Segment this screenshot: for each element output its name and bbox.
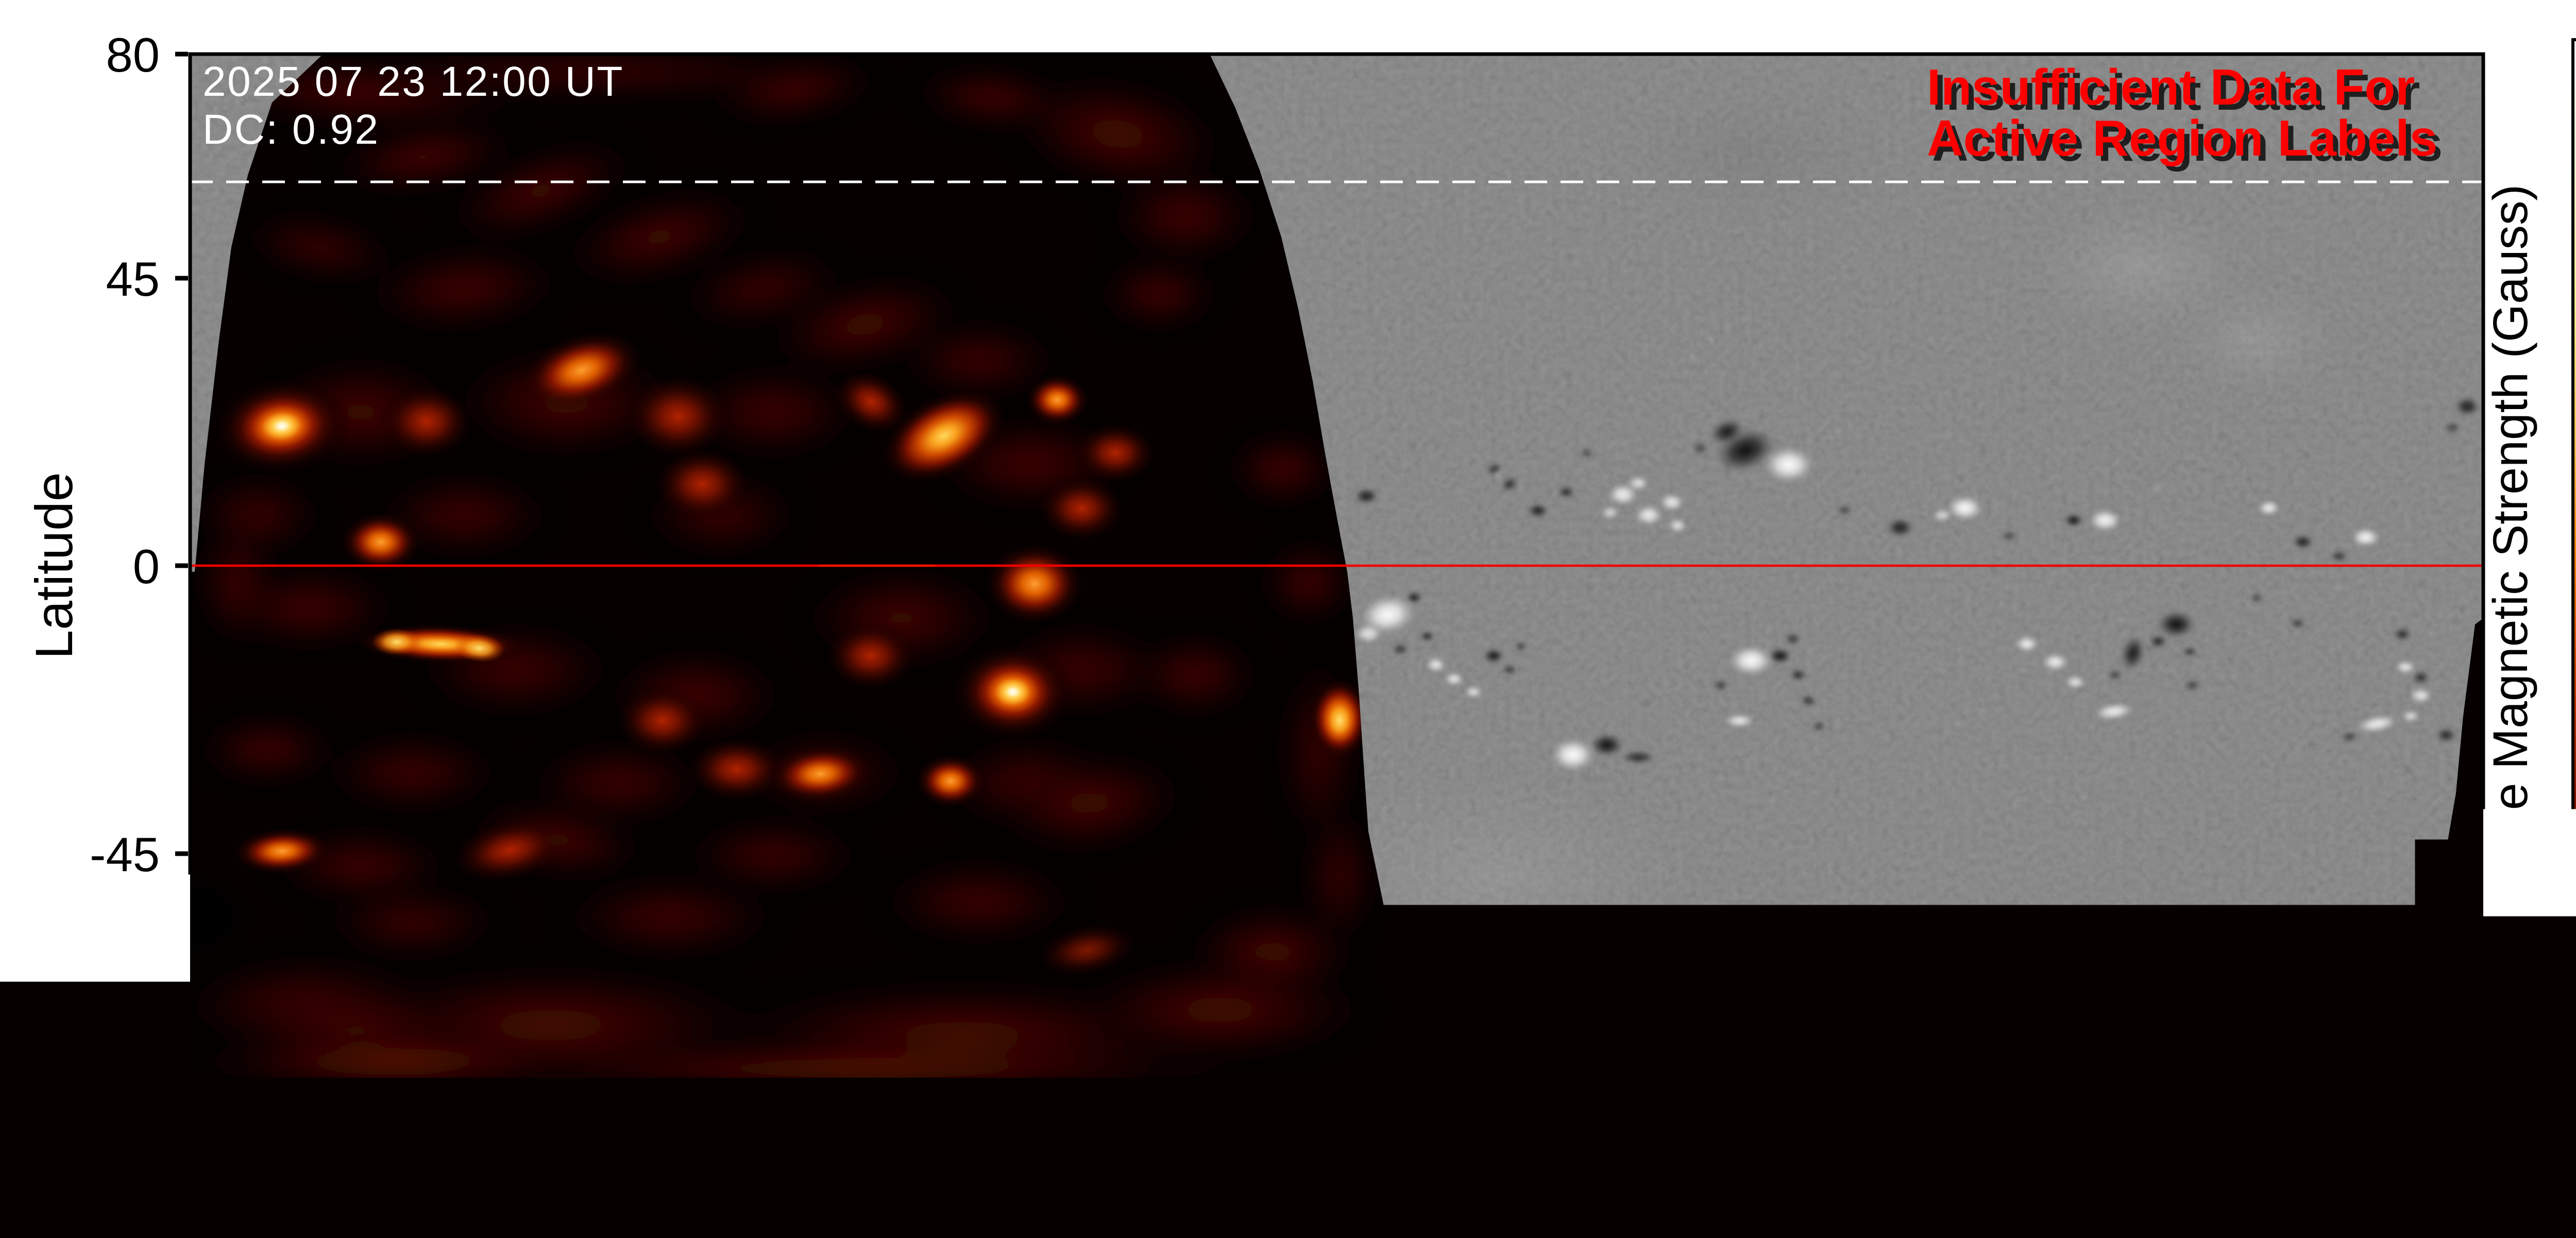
- svg-text:45: 45: [106, 252, 160, 306]
- svg-text:2025 07 23 12:00 UT: 2025 07 23 12:00 UT: [202, 58, 624, 105]
- svg-text:120: 120: [914, 1098, 995, 1152]
- svg-text:NISP: NISP: [2344, 983, 2451, 1049]
- svg-text:-45: -45: [90, 827, 160, 881]
- svg-text:0: 0: [133, 539, 160, 593]
- svg-text:-80: -80: [90, 1052, 160, 1106]
- svg-text:Carrington Longitude: Carrington Longitude: [1084, 1159, 1584, 1218]
- svg-text:Latitude: Latitude: [25, 472, 83, 659]
- svg-text:Active Region Labels: Active Region Labels: [1927, 110, 2437, 166]
- svg-text:DC: 0.92: DC: 0.92: [202, 106, 380, 153]
- svg-text:240: 240: [1679, 1098, 1759, 1152]
- svg-text:60: 60: [546, 1098, 600, 1152]
- svg-text:Farside Magnetic Strength (Gau: Farside Magnetic Strength (Gauss): [2483, 184, 2538, 946]
- svg-text:80: 80: [106, 28, 160, 82]
- svg-text:300: 300: [2061, 1098, 2142, 1152]
- svg-text:180: 180: [1296, 1098, 1377, 1152]
- svg-text:360: 360: [2443, 1098, 2524, 1152]
- svg-text:0: 0: [177, 1098, 204, 1152]
- svg-text:Insufficient Data For: Insufficient Data For: [1927, 59, 2415, 115]
